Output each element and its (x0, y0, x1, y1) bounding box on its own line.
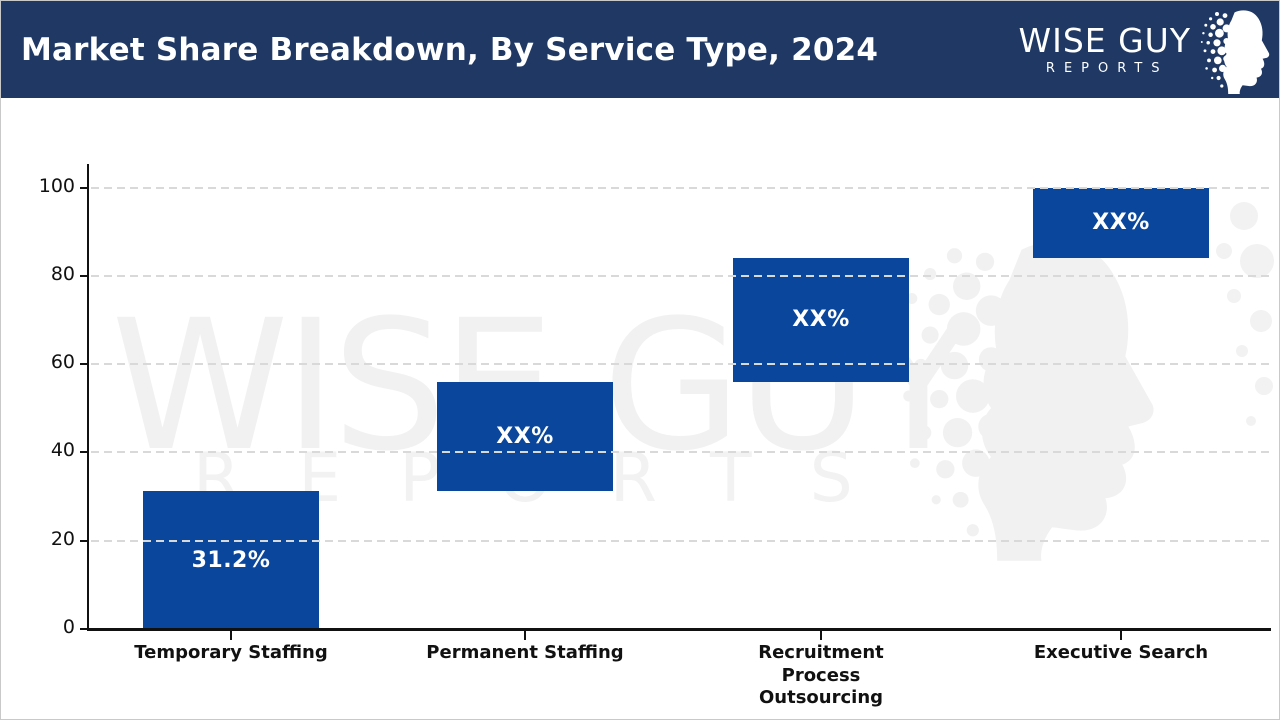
bar-value-label: 31.2% (191, 547, 271, 573)
y-tick-mark (80, 539, 88, 542)
gridline (91, 274, 1271, 277)
logo-head-icon (1200, 10, 1270, 94)
bar-segment: 31.2% (143, 491, 319, 629)
y-tick-label: 20 (50, 527, 75, 550)
x-category-label: Recruitment Process Outsourcing (758, 642, 884, 708)
y-tick-mark (80, 628, 88, 630)
x-tick-mark (524, 631, 526, 640)
chart-title: Market Share Breakdown, By Service Type,… (21, 31, 879, 68)
x-tick-mark (1120, 631, 1122, 640)
gridline (91, 186, 1271, 189)
header-bar: Market Share Breakdown, By Service Type,… (1, 1, 1279, 98)
bar-value-label: XX% (792, 307, 850, 333)
x-axis-line (89, 628, 1271, 631)
x-category-label: Executive Search (1033, 642, 1209, 663)
y-axis-line (87, 164, 89, 631)
bar-segment: XX% (1033, 187, 1209, 259)
y-tick-label: 0 (62, 616, 75, 638)
y-tick-label: 100 (38, 174, 75, 197)
watermark-edge-dots-icon (1216, 202, 1274, 426)
bar-segment: XX% (437, 381, 613, 492)
logo-text: WISE GUY REPORTS (1018, 24, 1191, 76)
y-tick-mark (80, 363, 88, 366)
y-tick-label: 40 (50, 439, 75, 462)
y-tick-mark (80, 274, 88, 277)
y-tick-label: 60 (50, 351, 75, 374)
x-tick-mark (820, 631, 822, 640)
x-category-label: Permanent Staffing (426, 642, 624, 663)
y-tick-mark (80, 451, 88, 454)
logo-wordmark: WISE GUY (1018, 21, 1191, 61)
x-tick-mark (230, 631, 232, 640)
wiseguy-logo: WISE GUY REPORTS (1018, 6, 1273, 94)
bar-value-label: XX% (496, 423, 554, 449)
gridline (91, 539, 1271, 542)
logo-subtext: REPORTS (1045, 60, 1169, 76)
y-tick-mark (80, 186, 88, 189)
bar-segment: XX% (733, 258, 909, 382)
gridline (91, 363, 1271, 366)
gridline (91, 451, 1271, 454)
x-category-label: Temporary Staffing (134, 642, 328, 663)
bar-value-label: XX% (1092, 210, 1150, 236)
y-tick-label: 80 (50, 262, 75, 285)
